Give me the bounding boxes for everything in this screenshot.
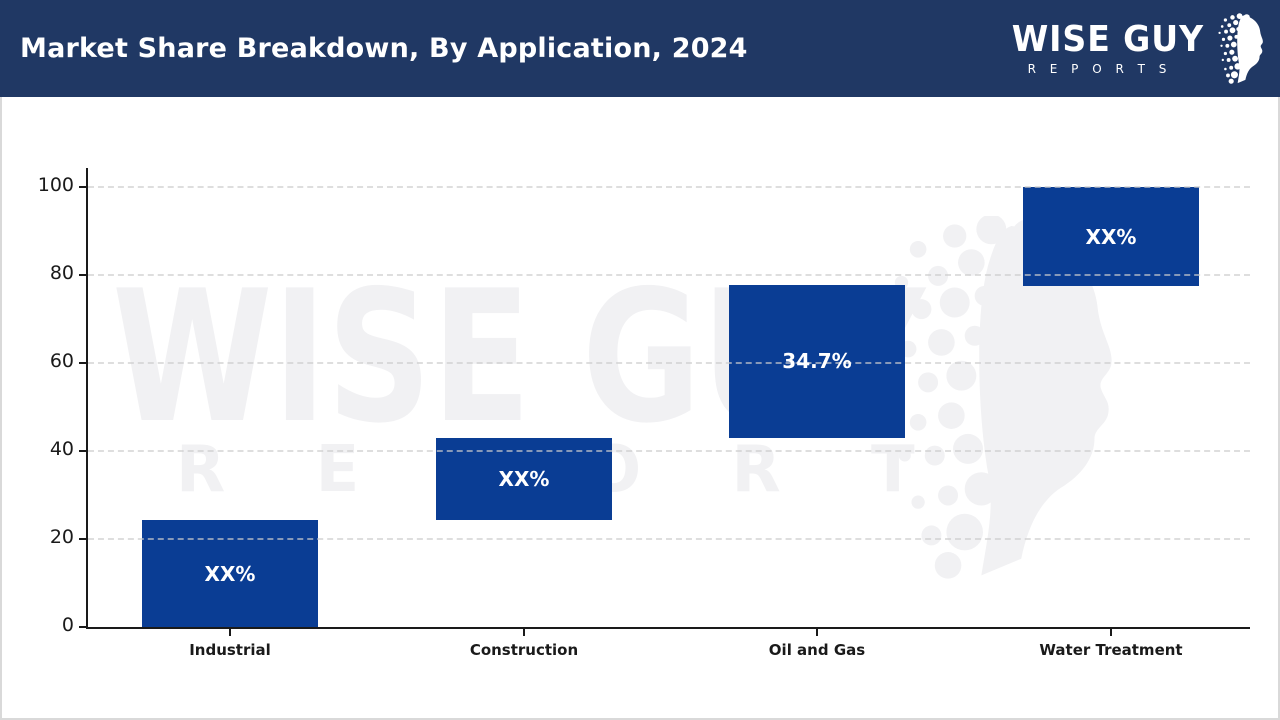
y-axis-tick [79,538,88,540]
y-axis-tick-label: 100 [37,174,74,196]
x-axis-category-label: Oil and Gas [768,641,866,659]
x-axis-tick [816,629,818,636]
wiseguy-face-icon [1208,13,1266,85]
bar-oil-and-gas [729,285,905,438]
x-axis-line [86,627,1250,629]
gridline [88,274,1250,276]
y-axis-tick [79,362,88,364]
y-axis-tick [79,274,88,276]
x-axis-category-label: Industrial [189,641,271,659]
gridline [88,538,1250,540]
bar-industrial [142,520,318,627]
bar-value-label: XX% [1085,224,1137,249]
x-axis-tick [229,629,231,636]
y-axis-line [86,168,88,629]
y-axis-tick-label: 0 [61,614,74,636]
y-axis-tick [79,450,88,452]
bar-value-label: XX% [204,561,256,586]
y-axis-tick-label: 80 [49,262,74,284]
gridline [88,186,1250,188]
gridline [88,362,1250,364]
wiseguy-logo: WISE GUY R E P O R T S [995,13,1266,85]
x-axis-tick [1110,629,1112,636]
y-axis-tick-label: 20 [49,526,74,548]
x-axis-category-label: Water Treatment [1039,641,1183,659]
y-axis-tick [79,186,88,188]
y-axis-tick [79,626,88,628]
bar-value-label: 34.7% [782,349,852,374]
wiseguy-reports-label: R E P O R T S [1027,61,1172,76]
bar-value-label: XX% [498,466,550,491]
gridline [88,450,1250,452]
x-axis-category-label: Construction [469,641,579,659]
header-band: Market Share Breakdown, By Application, … [0,0,1280,97]
x-axis-tick [523,629,525,636]
y-axis-tick-label: 40 [49,438,74,460]
wiseguy-wordmark: WISE GUY [1011,18,1204,60]
page-title: Market Share Breakdown, By Application, … [20,33,748,64]
wiseguy-logo-text: WISE GUY R E P O R T S [995,18,1204,76]
y-axis-tick-label: 60 [49,350,74,372]
